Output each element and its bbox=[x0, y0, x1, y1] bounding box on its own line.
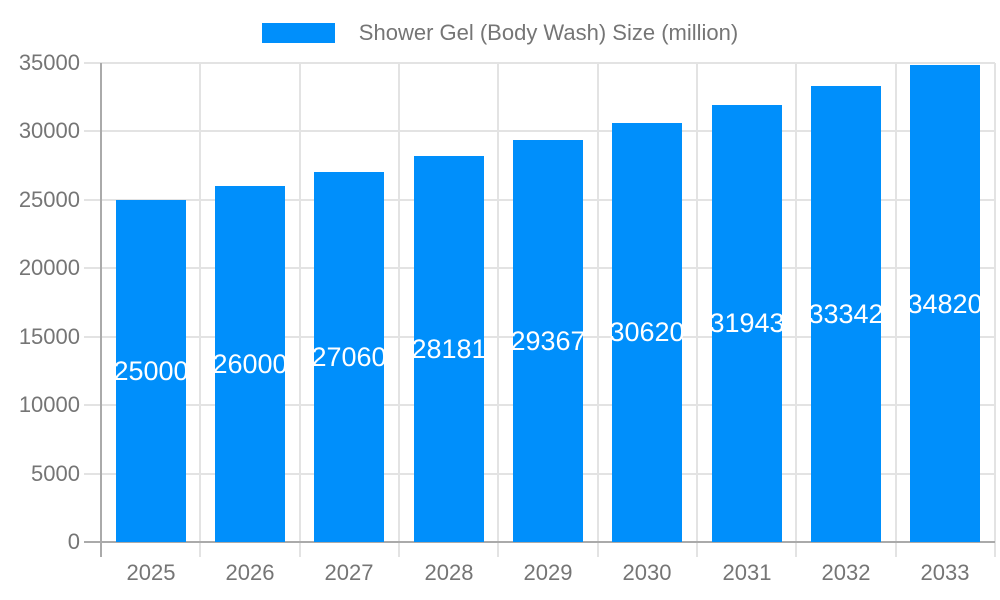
x-tick-mark bbox=[398, 542, 400, 557]
y-axis-label: 30000 bbox=[18, 118, 80, 143]
x-axis-label: 2026 bbox=[225, 560, 275, 585]
x-gridline bbox=[895, 63, 897, 542]
x-axis-line bbox=[84, 541, 995, 543]
bar-value-label: 26000 bbox=[212, 349, 288, 379]
x-tick-mark bbox=[199, 542, 201, 557]
x-axis-label: 2025 bbox=[126, 560, 176, 585]
x-axis-label: 2028 bbox=[424, 560, 474, 585]
bar-value-label: 34820 bbox=[907, 289, 983, 319]
bar-value-label: 29367 bbox=[510, 326, 586, 356]
y-gridline bbox=[101, 130, 995, 132]
x-axis-label: 2033 bbox=[920, 560, 970, 585]
x-tick-mark bbox=[895, 542, 897, 557]
bar-value-label: 27060 bbox=[311, 342, 387, 372]
y-tick-mark bbox=[84, 473, 101, 475]
bar[interactable] bbox=[215, 186, 285, 542]
y-axis-label: 20000 bbox=[18, 255, 80, 280]
y-gridline bbox=[101, 62, 995, 64]
y-axis-label: 15000 bbox=[18, 324, 80, 349]
x-gridline bbox=[597, 63, 599, 542]
x-tick-mark bbox=[994, 542, 996, 557]
bar[interactable] bbox=[811, 86, 881, 542]
y-axis-label: 5000 bbox=[31, 461, 80, 486]
y-axis-label: 10000 bbox=[18, 392, 80, 417]
legend-swatch bbox=[261, 23, 335, 43]
bar[interactable] bbox=[314, 172, 384, 542]
y-axis-label: 25000 bbox=[18, 187, 80, 212]
x-tick-mark bbox=[696, 542, 698, 557]
bar-value-label: 30620 bbox=[609, 317, 685, 347]
legend[interactable]: Shower Gel (Body Wash) Size (million) bbox=[0, 18, 1000, 48]
x-axis-label: 2032 bbox=[821, 560, 871, 585]
x-tick-mark bbox=[795, 542, 797, 557]
bar[interactable] bbox=[910, 65, 980, 542]
x-gridline bbox=[398, 63, 400, 542]
x-gridline bbox=[994, 63, 996, 542]
x-axis-label: 2031 bbox=[722, 560, 772, 585]
x-axis-label: 2029 bbox=[523, 560, 573, 585]
bar[interactable] bbox=[414, 156, 484, 542]
x-gridline bbox=[199, 63, 201, 542]
x-gridline bbox=[497, 63, 499, 542]
y-tick-mark bbox=[84, 404, 101, 406]
x-axis-label: 2027 bbox=[324, 560, 374, 585]
y-tick-mark bbox=[84, 336, 101, 338]
bar-value-label: 31943 bbox=[709, 308, 785, 338]
x-gridline bbox=[299, 63, 301, 542]
y-tick-mark bbox=[84, 199, 101, 201]
bar[interactable] bbox=[116, 200, 186, 542]
bar[interactable] bbox=[612, 123, 682, 542]
y-tick-mark bbox=[84, 267, 101, 269]
legend-label: Shower Gel (Body Wash) Size (million) bbox=[358, 20, 739, 45]
bar[interactable] bbox=[513, 140, 583, 542]
x-gridline bbox=[696, 63, 698, 542]
x-tick-mark bbox=[497, 542, 499, 557]
x-tick-mark bbox=[299, 542, 301, 557]
x-axis-label: 2030 bbox=[622, 560, 672, 585]
bar-value-label: 25000 bbox=[113, 356, 189, 386]
y-axis-line bbox=[100, 63, 102, 557]
y-axis-label: 0 bbox=[67, 529, 80, 554]
x-gridline bbox=[795, 63, 797, 542]
x-tick-mark bbox=[597, 542, 599, 557]
y-tick-mark bbox=[84, 130, 101, 132]
bar[interactable] bbox=[712, 105, 782, 542]
y-axis-label: 35000 bbox=[18, 50, 80, 75]
y-tick-mark bbox=[84, 62, 101, 64]
bar-value-label: 33342 bbox=[808, 299, 884, 329]
bar-value-label: 28181 bbox=[411, 334, 487, 364]
